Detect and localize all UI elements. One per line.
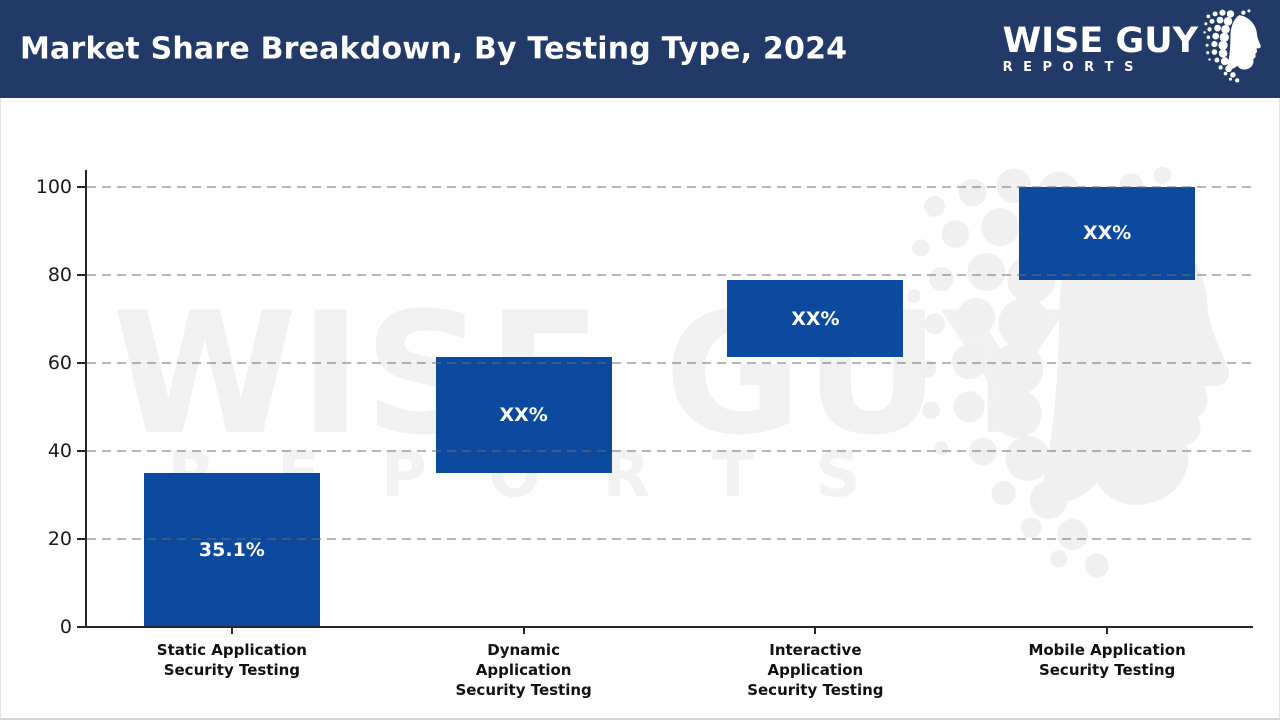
x-axis-tick (522, 628, 525, 634)
y-axis-tick-label: 100 (35, 176, 72, 198)
y-gridline (87, 362, 1253, 364)
y-axis-tick (77, 362, 85, 364)
y-gridline (87, 274, 1253, 276)
y-axis-tick (77, 450, 85, 452)
y-axis-line (85, 170, 87, 628)
bar-segment: XX% (727, 279, 904, 358)
page-title: Market Share Breakdown, By Testing Type,… (20, 31, 848, 67)
x-axis-tick (230, 628, 233, 634)
brand-name: WISE GUY (1002, 21, 1198, 61)
wise-guy-head-icon (1202, 9, 1270, 89)
x-category-label: Static Application Security Testing (156, 641, 307, 679)
bar-value-label: XX% (791, 307, 840, 330)
y-axis-tick-label: 60 (47, 352, 72, 374)
chart-header: Market Share Breakdown, By Testing Type,… (0, 0, 1280, 98)
y-axis-tick (77, 186, 85, 188)
y-gridline (87, 186, 1253, 188)
brand-subtitle: R E P O R T S (1002, 60, 1137, 75)
y-axis-tick-label: 40 (47, 440, 72, 462)
x-axis-line (85, 626, 1253, 628)
brand-text: WISE GUY R E P O R T S (1003, 23, 1198, 75)
y-axis-tick (77, 626, 85, 628)
bar-value-label: XX% (499, 403, 548, 426)
bar-segment: XX% (1019, 187, 1196, 280)
y-axis-tick-label: 20 (47, 528, 72, 550)
bar-segment: 35.1% (143, 472, 320, 627)
bar-segment: XX% (435, 357, 612, 473)
x-category-label: Dynamic Application Security Testing (455, 641, 592, 699)
y-axis-tick-label: 80 (47, 264, 72, 286)
y-gridline (87, 450, 1253, 452)
y-axis-tick (77, 274, 85, 276)
brand-logo: WISE GUY R E P O R T S (1003, 0, 1270, 98)
x-category-label: Mobile Application Security Testing (1028, 641, 1186, 679)
x-category-label: Interactive Application Security Testing (747, 641, 884, 699)
y-gridline (87, 538, 1253, 540)
bar-value-label: 35.1% (198, 538, 265, 561)
x-axis-tick (1106, 628, 1109, 634)
x-axis-tick (814, 628, 817, 634)
bar-value-label: XX% (1082, 222, 1132, 245)
y-axis-tick-label: 0 (59, 616, 72, 638)
y-axis-tick (77, 538, 85, 540)
